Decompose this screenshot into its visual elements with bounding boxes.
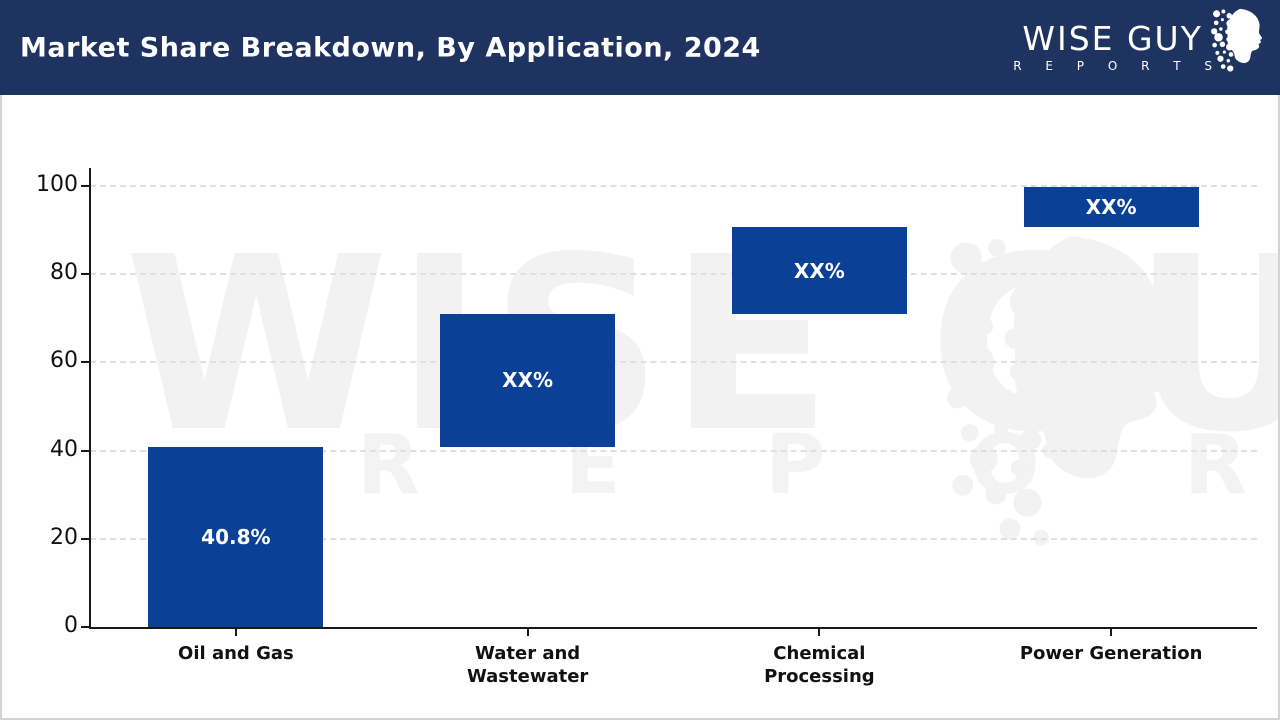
- bar-chemical-processing: XX%: [731, 227, 907, 314]
- logo-subtext: R E P O R T S: [1013, 58, 1222, 73]
- y-axis-tick-mark: [81, 449, 90, 452]
- y-axis-tick-label: 0: [64, 613, 78, 638]
- watermark-face-icon: [941, 236, 1170, 546]
- x-axis-tick-mark: [526, 629, 529, 636]
- logo-wordmark: WISE GUY: [1022, 19, 1203, 59]
- bar-oil-and-gas: 40.8%: [148, 447, 324, 627]
- chart-area: WISE GUY R E P O R T S 02040608010040.8%…: [0, 95, 1280, 720]
- x-axis-tick-mark: [1110, 629, 1113, 636]
- y-axis-tick-label: 100: [36, 172, 78, 197]
- bar-value-label: XX%: [793, 258, 845, 283]
- y-axis-tick-label: 60: [50, 348, 78, 374]
- x-axis-category-label: Chemical Processing: [764, 643, 875, 687]
- x-axis-category-label: Water and Wastewater: [466, 643, 589, 687]
- y-axis-tick-label: 40: [50, 436, 78, 462]
- y-axis-tick-mark: [81, 361, 90, 364]
- y-axis-line: [89, 168, 91, 629]
- x-axis-category-label: Oil and Gas: [178, 643, 294, 664]
- gridline: [90, 449, 1257, 452]
- gridline: [90, 185, 1257, 187]
- logo-text: WISE GUY R E P O R T S: [1003, 22, 1222, 73]
- y-axis-tick-mark: [81, 185, 90, 187]
- wise-guy-logo: WISE GUY R E P O R T S: [1003, 0, 1272, 95]
- y-axis-tick-mark: [81, 273, 90, 276]
- bar-power-generation: XX%: [1023, 186, 1199, 228]
- y-axis-tick-mark: [81, 626, 90, 628]
- x-axis-line: [89, 627, 1257, 629]
- y-axis-tick-mark: [81, 537, 90, 540]
- page-title: Market Share Breakdown, By Application, …: [20, 32, 761, 63]
- y-axis-tick-label: 80: [50, 260, 78, 286]
- gridline: [90, 537, 1257, 540]
- bar-value-label: XX%: [502, 368, 554, 393]
- bar-value-label: 40.8%: [201, 525, 271, 550]
- x-axis-category-label: Power Generation: [1019, 643, 1203, 664]
- gridline: [90, 273, 1257, 276]
- gridline: [90, 361, 1257, 364]
- y-axis-tick-label: 20: [50, 524, 78, 550]
- x-axis-tick-mark: [234, 629, 237, 636]
- waterfall-chart: 0 20 40 60 80 100 40.8% Oil and Gas XX% Water and…: [2, 95, 1278, 718]
- x-axis-tick-mark: [818, 629, 821, 636]
- bar-water-and-wastewater: XX%: [440, 313, 616, 448]
- header: Market Share Breakdown, By Application, …: [0, 0, 1280, 95]
- bar-value-label: XX%: [1085, 195, 1137, 220]
- logo-face-icon: [1211, 8, 1262, 72]
